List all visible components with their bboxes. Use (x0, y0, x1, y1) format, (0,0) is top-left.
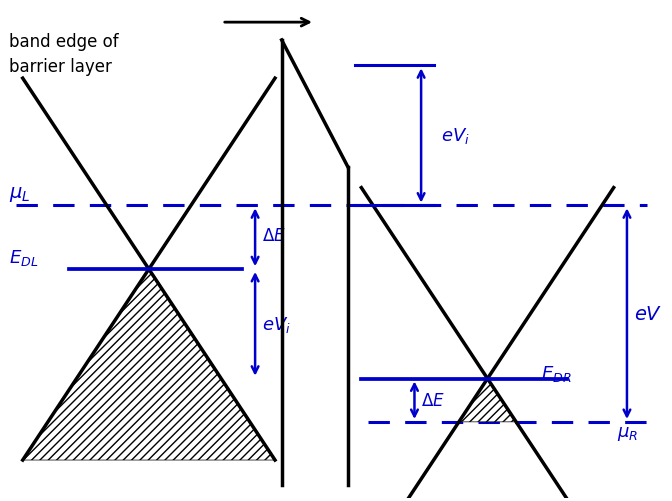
Text: $\mu_R$: $\mu_R$ (617, 424, 638, 442)
Text: $\mu_L$: $\mu_L$ (9, 184, 31, 203)
Text: $eV$: $eV$ (634, 305, 662, 324)
Text: $E_{DR}$: $E_{DR}$ (541, 364, 571, 384)
Text: $\Delta E$: $\Delta E$ (262, 226, 286, 244)
Text: band edge of
barrier layer: band edge of barrier layer (9, 33, 119, 76)
Text: $eV_i$: $eV_i$ (441, 126, 470, 146)
Text: $eV_i$: $eV_i$ (262, 314, 290, 334)
Polygon shape (23, 270, 275, 460)
Text: $\Delta E$: $\Delta E$ (421, 391, 445, 409)
Polygon shape (459, 379, 516, 422)
Text: $E_{DL}$: $E_{DL}$ (9, 247, 39, 267)
